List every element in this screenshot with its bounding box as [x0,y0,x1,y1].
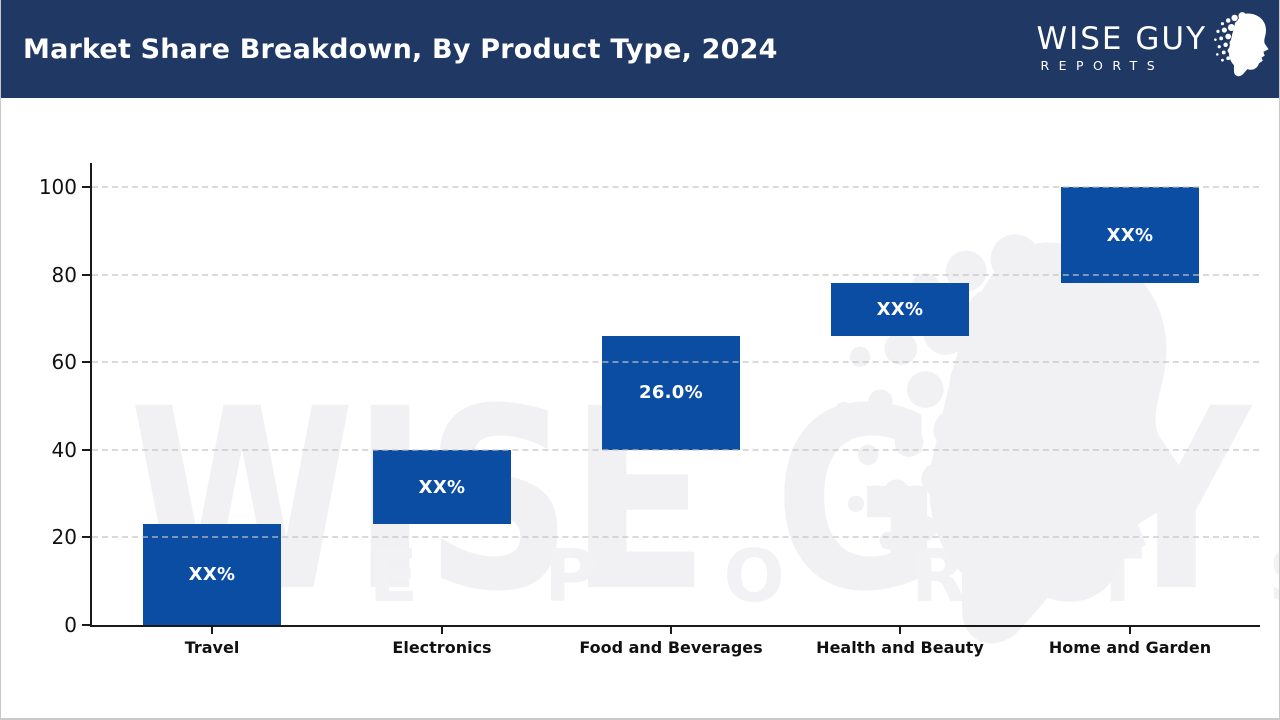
logo-subtitle: REPORTS [1040,58,1165,74]
y-tick-20 [82,536,90,539]
y-tick-60 [82,361,90,364]
gridline-60 [92,361,1259,364]
bar-value-label-electronics: XX% [418,476,466,498]
page-title: Market Share Breakdown, By Product Type,… [23,33,778,65]
y-tick-label-60: 60 [51,350,77,375]
y-tick-label-20: 20 [51,525,77,550]
header-bar: Market Share Breakdown, By Product Type,… [1,0,1279,98]
logo-text: WISE GUY REPORTS [1036,23,1207,74]
bar-electronics: XX% [373,449,511,525]
y-tick-label-80: 80 [51,262,77,287]
y-tick-label-40: 40 [51,437,77,462]
y-tick-40 [82,448,90,451]
dotted-face-icon [1214,12,1269,77]
bar-value-label-health-and-beauty: XX% [876,299,924,321]
x-category-label-health-and-beauty: Health and Beauty [816,638,984,657]
y-tick-label-0: 0 [64,613,77,637]
x-category-label-home-and-garden: Home and Garden [1048,638,1212,657]
wise-guy-reports-logo: WISE GUY REPORTS [1036,4,1273,92]
y-tick-label-100: 100 [38,175,77,199]
y-tick-100 [82,186,90,188]
x-category-label-food-and-beverages: Food and Beverages [579,638,763,657]
y-axis-spine [90,163,92,627]
x-category-label-travel: Travel [184,638,240,657]
x-tick-electronics [441,627,443,634]
x-tick-home-and-garden [1129,627,1131,634]
y-tick-80 [82,273,90,276]
gridline-80 [92,273,1259,276]
x-tick-health-and-beauty [899,627,901,634]
bar-value-label-home-and-garden: XX% [1106,224,1154,246]
bar-health-and-beauty: XX% [831,283,969,336]
chart-area: WISE GUY R E P O R T S 0 20 40 60 80 100 XX% Tr… [1,98,1279,718]
bar-travel: XX% [143,524,281,625]
logo-wordmark: WISE GUY [1036,20,1207,57]
x-axis-spine [90,625,1260,627]
x-category-label-electronics: Electronics [392,638,492,657]
gridline-40 [92,448,1259,451]
bar-value-label-travel: XX% [188,564,236,586]
gridline-100 [92,186,1259,188]
x-tick-food-and-beverages [670,627,672,634]
bar-home-and-garden: XX% [1061,187,1199,284]
gridline-20 [92,536,1259,539]
bar-value-label-food-and-beverages: 26.0% [639,382,703,404]
x-tick-travel [211,627,213,634]
y-tick-0 [82,624,90,626]
bar-food-and-beverages: 26.0% [602,335,740,450]
